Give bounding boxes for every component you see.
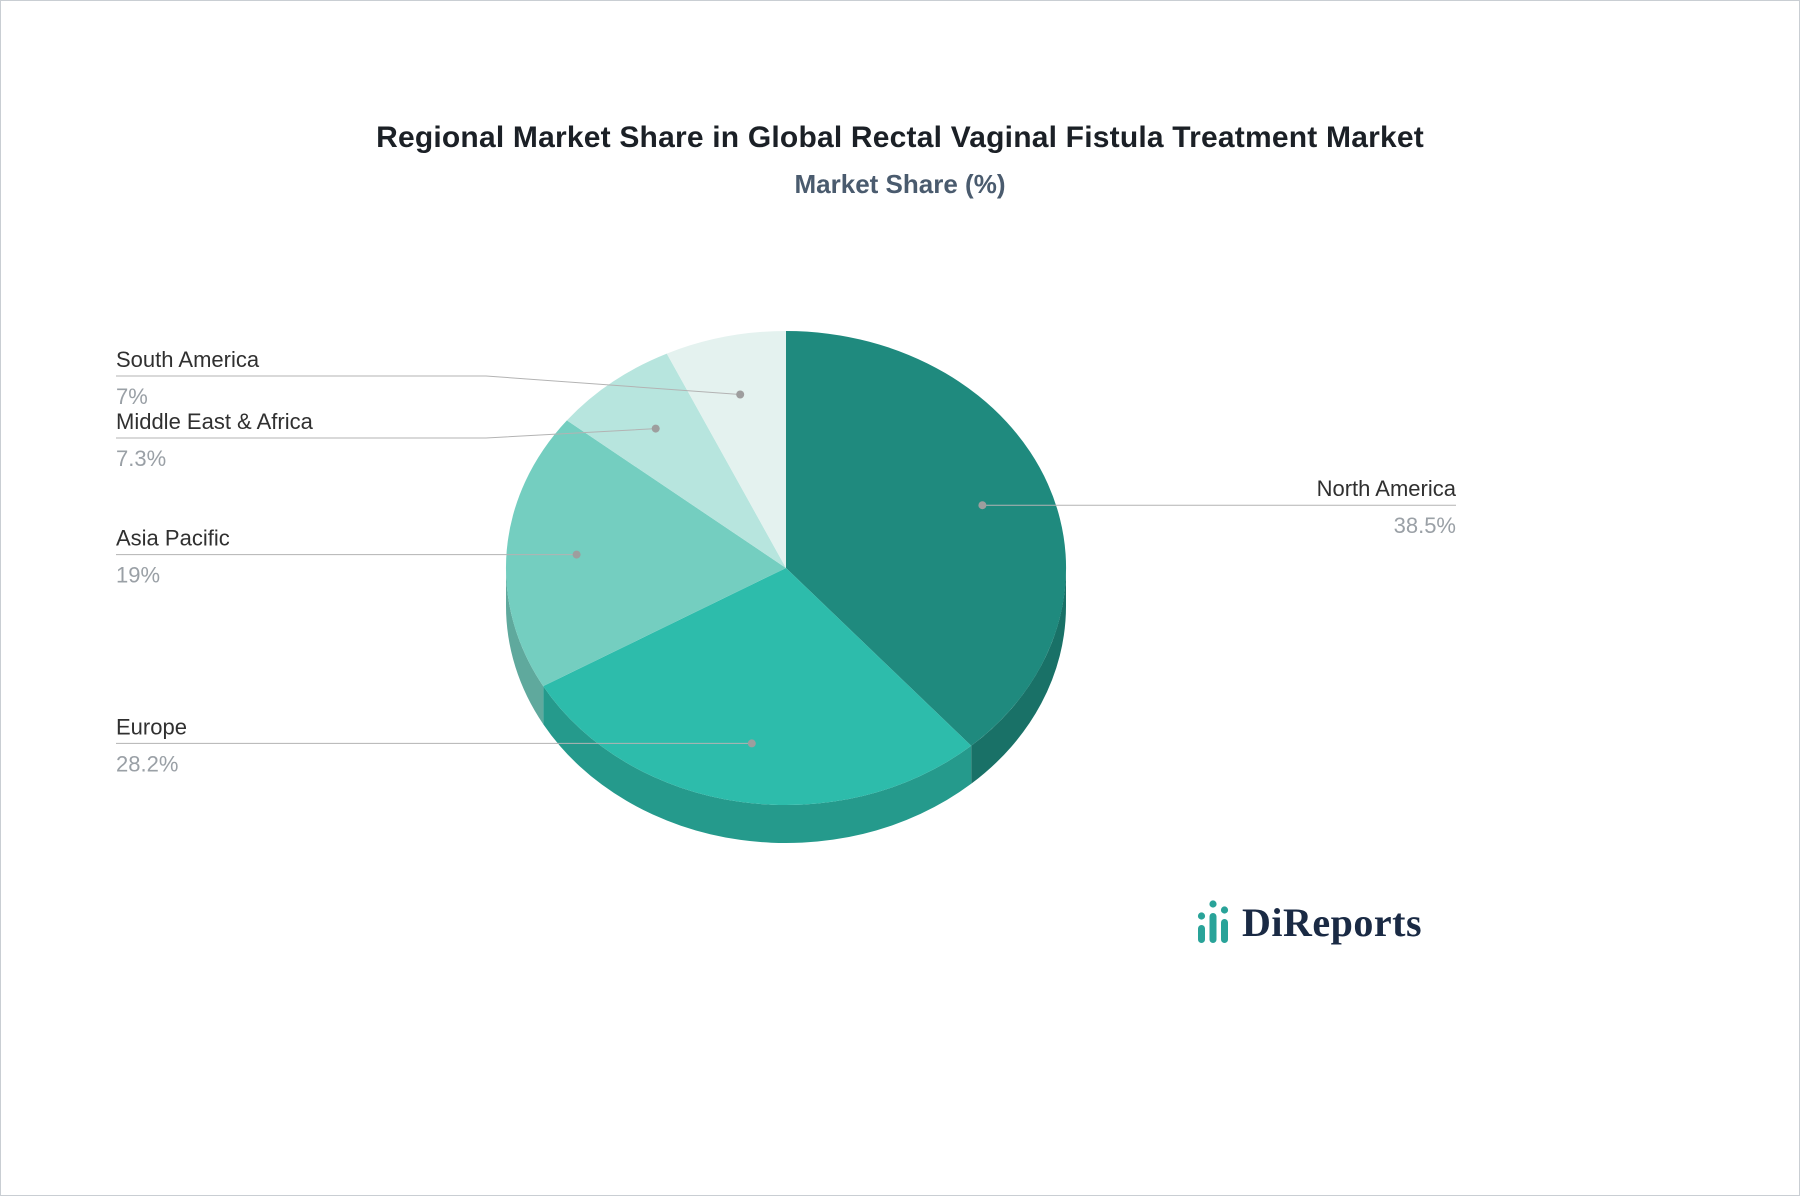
pie-slice-asia-pacific[interactable]: [505, 420, 786, 687]
logo-bars-icon: [1197, 900, 1229, 943]
slice-value-middle-east-africa: 7.3%: [116, 446, 166, 471]
chart-title: Regional Market Share in Global Rectal V…: [376, 121, 1424, 154]
pie-slice-middle-east-africa[interactable]: [566, 353, 786, 568]
pie-slice-side-europe: [543, 686, 972, 844]
pie-slice-europe[interactable]: [543, 568, 972, 806]
leader-dot-middle-east-africa: [651, 424, 660, 433]
slice-name-middle-east-africa: Middle East & Africa: [116, 409, 314, 434]
slice-value-north-america: 38.5%: [1394, 513, 1456, 538]
leader-dot-south-america: [736, 390, 745, 399]
leader-dot-asia-pacific: [572, 550, 581, 559]
pie-slice-side-asia-pacific: [505, 568, 544, 725]
slice-name-south-america: South America: [116, 347, 260, 372]
slice-value-asia-pacific: 19%: [116, 563, 160, 588]
slice-value-europe: 28.2%: [116, 751, 178, 776]
leader-line-south-america: [116, 375, 741, 395]
brand-logo: DiReports: [1194, 899, 1422, 947]
slice-value-south-america: 7%: [116, 384, 148, 409]
pie-slice-north-america[interactable]: [786, 331, 1067, 746]
leader-dot-north-america: [978, 501, 987, 510]
slice-name-asia-pacific: Asia Pacific: [116, 526, 230, 551]
leader-dot-europe: [747, 739, 756, 748]
chart-subtitle: Market Share (%): [794, 169, 1006, 199]
leader-line-middle-east-africa: [116, 428, 656, 439]
pie-slice-south-america[interactable]: [666, 331, 786, 568]
slice-name-north-america: North America: [1317, 476, 1457, 501]
slice-name-europe: Europe: [116, 714, 187, 739]
pie-slice-side-north-america: [971, 568, 1067, 784]
logo-text: DiReports: [1242, 900, 1423, 945]
